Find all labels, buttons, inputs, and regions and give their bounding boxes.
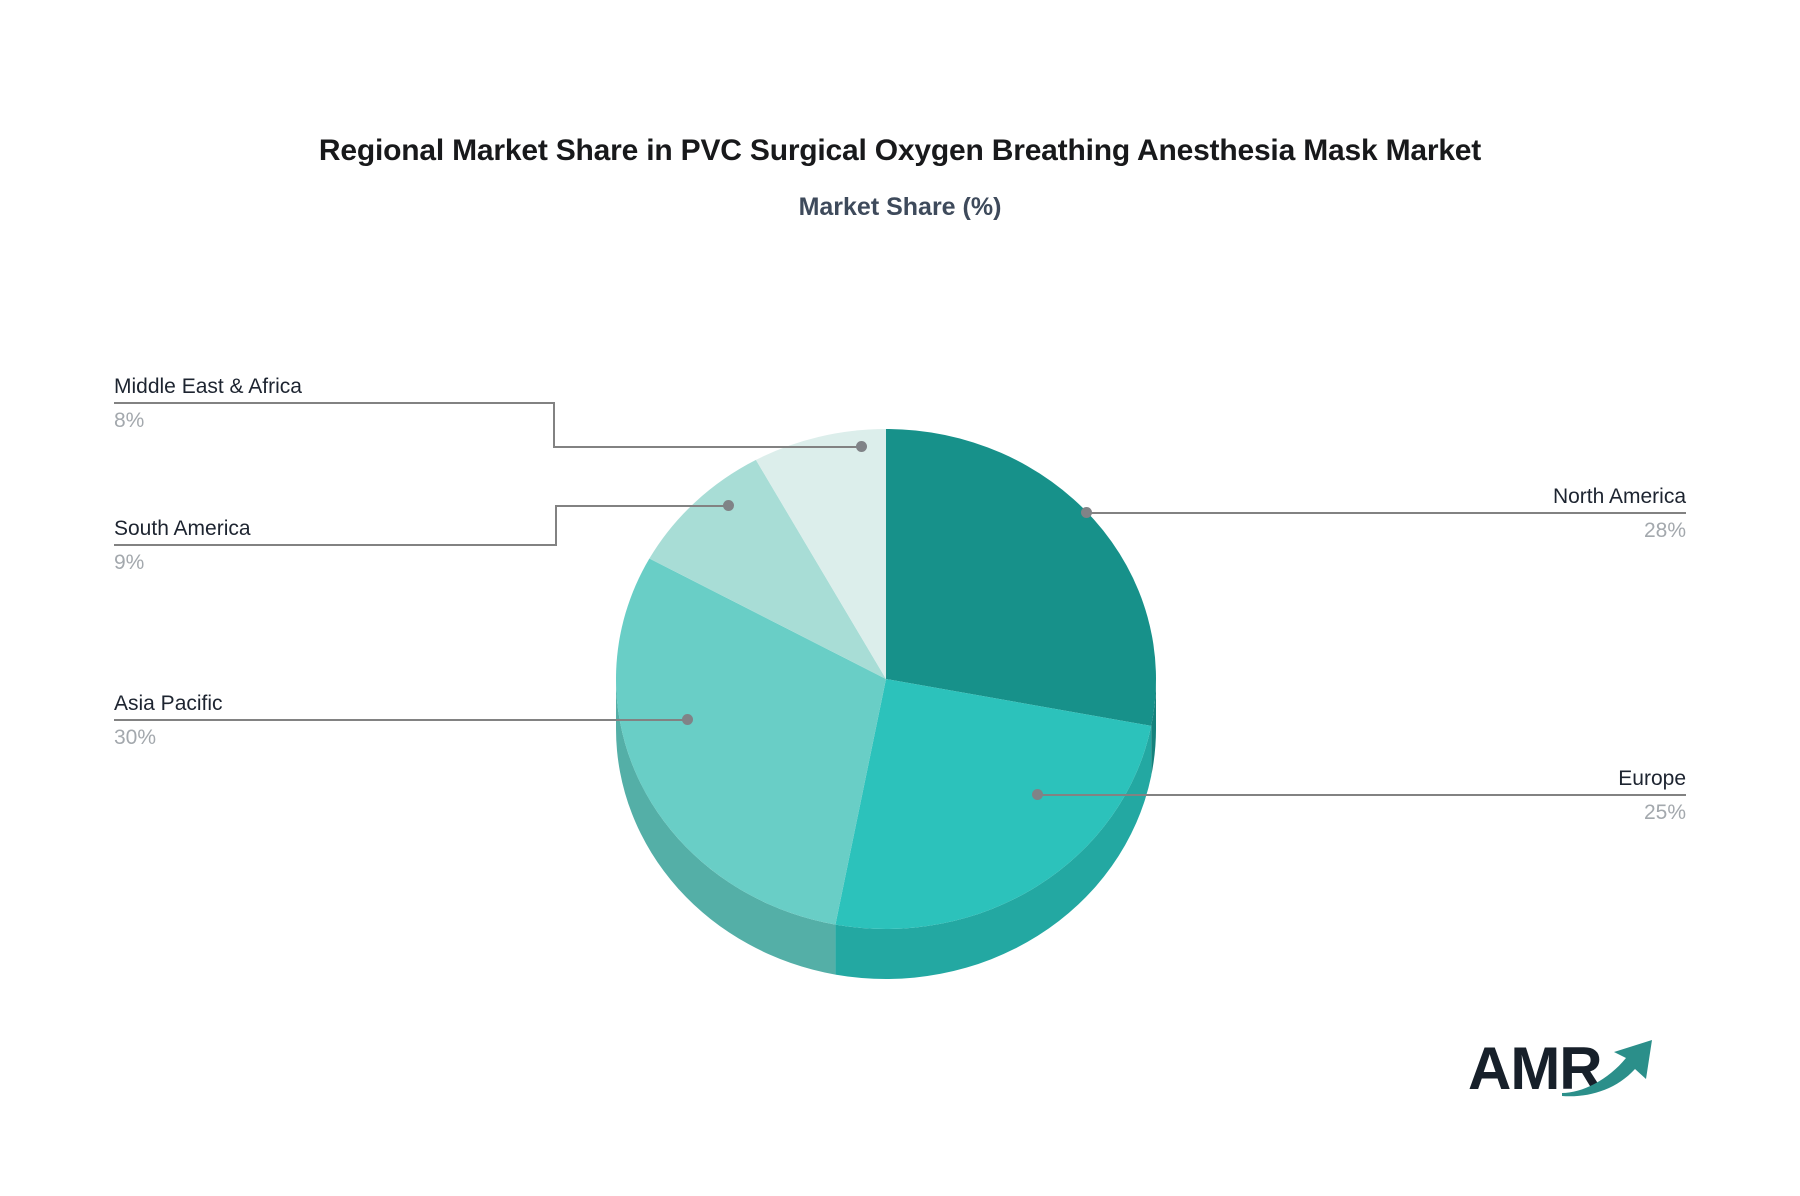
leader-line-south-america-inner [555, 505, 731, 507]
leader-line-south-america-outer [114, 544, 557, 546]
pie-slice-south-america [649, 459, 886, 679]
pie-wall-north-america [1151, 679, 1156, 776]
callout-percent-middle-east-africa: 8% [114, 409, 145, 432]
callout-percent-asia-pacific: 30% [114, 726, 157, 749]
leader-dot-asia-pacific [682, 714, 693, 725]
pie-depth-walls [616, 679, 1156, 980]
leader-dot-south-america [723, 500, 734, 511]
pie-wall-asia-pacific [616, 679, 836, 975]
pie-graphic [566, 352, 1206, 992]
callout-asia-pacific: Asia Pacific 30% [114, 691, 223, 751]
pie-slice-europe [835, 679, 1152, 929]
leader-line-middle-east-africa-outer [114, 402, 555, 404]
leader-dot-europe [1032, 789, 1043, 800]
pie-slice-middle-east-africa [755, 429, 886, 679]
callout-label-middle-east-africa: Middle East & Africa [114, 375, 302, 398]
leader-line-middle-east-africa-elbow [553, 403, 555, 448]
pie-wall-europe [835, 725, 1152, 980]
leader-line-europe [1038, 794, 1686, 796]
callout-percent-south-america: 9% [114, 551, 145, 574]
callout-middle-east-africa: Middle East & Africa 8% [114, 374, 302, 434]
chart-subtitle: Market Share (%) [798, 193, 1002, 221]
leader-dot-north-america [1081, 507, 1092, 518]
leader-line-north-america [1087, 512, 1686, 514]
callout-percent-europe: 25% [1643, 801, 1686, 824]
callout-label-asia-pacific: Asia Pacific [114, 692, 223, 715]
callout-label-north-america: North America [1552, 485, 1686, 508]
growth-arrow-icon [1562, 1040, 1652, 1097]
pie-slice-asia-pacific [615, 558, 886, 925]
callout-percent-north-america: 28% [1643, 519, 1686, 542]
leader-dot-middle-east-africa [856, 441, 867, 452]
callout-south-america: South America 9% [114, 516, 251, 576]
pie-top-face [615, 429, 1156, 929]
callout-north-america: North America 28% [1553, 484, 1686, 544]
leader-line-south-america-elbow [555, 505, 557, 546]
callout-label-europe: Europe [1618, 767, 1686, 790]
amr-logo: AMR [1468, 1030, 1658, 1108]
pie-slice-north-america [886, 429, 1156, 726]
chart-title: Regional Market Share in PVC Surgical Ox… [318, 134, 1482, 167]
callout-label-south-america: South America [114, 517, 251, 540]
leader-line-middle-east-africa-inner [553, 446, 861, 448]
callout-europe: Europe 25% [1618, 766, 1686, 826]
leader-line-asia-pacific [114, 719, 692, 721]
